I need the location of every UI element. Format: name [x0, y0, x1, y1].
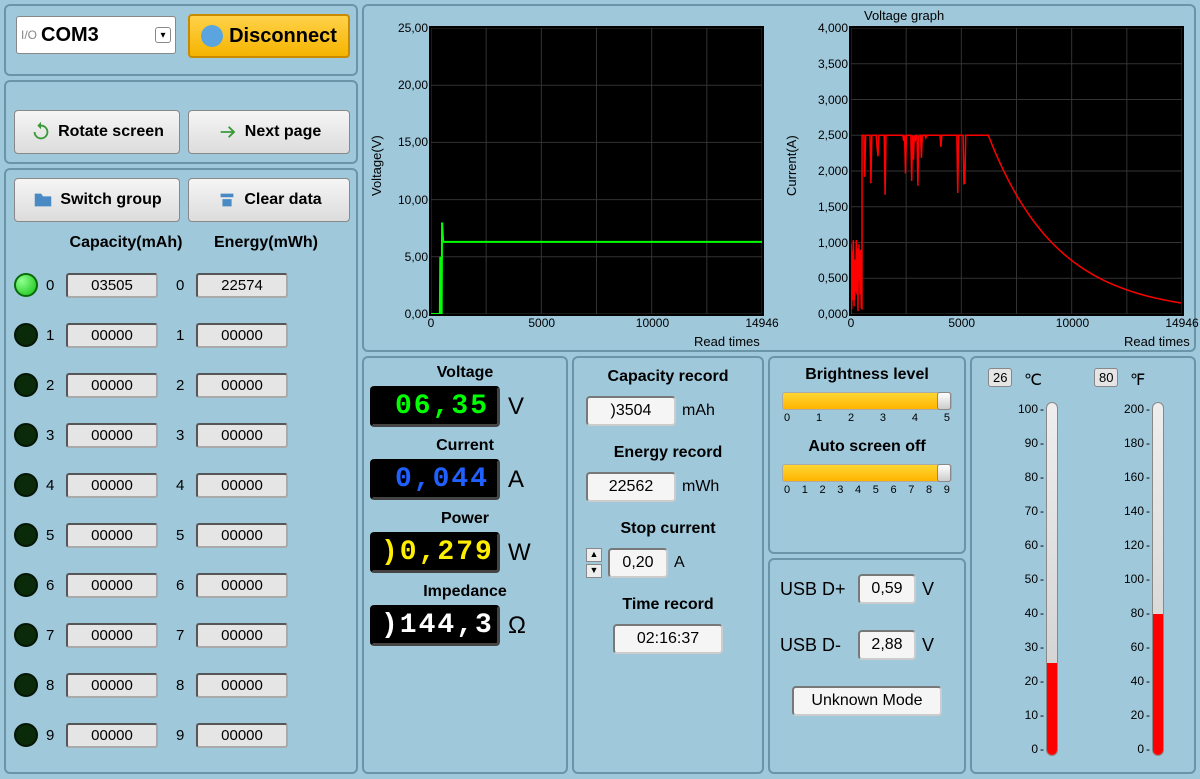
- energy-value: 22574: [196, 273, 288, 298]
- voltage-chart-ylabel: Voltage(V): [369, 135, 384, 196]
- stop-current-label: Stop current: [586, 520, 750, 538]
- current-chart: 0,0000,5001,0001,5002,0002,5003,0003,500…: [849, 26, 1184, 316]
- voltage-value: 06,35: [370, 386, 500, 427]
- impedance-value: )144,3: [370, 605, 500, 646]
- group-led: [14, 373, 38, 397]
- time-record-label: Time record: [586, 596, 750, 614]
- group-row: 700000700000: [14, 610, 348, 660]
- energy-record-label: Energy record: [586, 444, 750, 462]
- current-chart-xlabel: Read times: [1124, 334, 1190, 349]
- group-row: 800000800000: [14, 660, 348, 710]
- arrow-right-icon: [217, 121, 239, 143]
- capacity-value: 00000: [66, 623, 158, 648]
- group-led: [14, 573, 38, 597]
- rotate-icon: [30, 121, 52, 143]
- disconnect-icon: [201, 25, 223, 47]
- group-led: [14, 423, 38, 447]
- capacity-header: Capacity(mAh): [66, 234, 186, 252]
- capacity-record-label: Capacity record: [586, 368, 750, 386]
- usb-dminus-label: USB D-: [780, 635, 852, 656]
- switch-group-button[interactable]: Switch group: [14, 178, 180, 222]
- stop-current-value[interactable]: 0,20: [608, 548, 668, 578]
- current-label: Current: [370, 437, 560, 455]
- group-led: [14, 623, 38, 647]
- chevron-down-icon[interactable]: ▾: [155, 27, 171, 43]
- disconnect-button[interactable]: Disconnect: [188, 14, 350, 58]
- voltage-label: Voltage: [370, 364, 560, 382]
- energy-record-value: 22562: [586, 472, 676, 502]
- current-chart-ylabel: Current(A): [784, 135, 799, 196]
- stop-current-stepper[interactable]: ▲ ▼: [586, 548, 602, 578]
- usb-dplus-label: USB D+: [780, 579, 852, 600]
- group-led: [14, 523, 38, 547]
- usb-mode-value: Unknown Mode: [792, 686, 942, 716]
- group-led: [14, 473, 38, 497]
- group-row: 600000600000: [14, 560, 348, 610]
- capacity-value: 00000: [66, 523, 158, 548]
- clear-icon: [216, 189, 238, 211]
- usb-dminus-value: 2,88: [858, 630, 916, 660]
- capacity-value: 00000: [66, 573, 158, 598]
- capacity-value: 00000: [66, 473, 158, 498]
- temp-c-value: 26: [988, 368, 1012, 387]
- group-row: 200000200000: [14, 360, 348, 410]
- voltage-chart-xlabel: Read times: [694, 334, 760, 349]
- capacity-value: 00000: [66, 323, 158, 348]
- brightness-label: Brightness level: [782, 366, 952, 384]
- energy-value: 00000: [196, 473, 288, 498]
- current-value: 0,044: [370, 459, 500, 500]
- group-row: 900000900000: [14, 710, 348, 760]
- brightness-slider[interactable]: [782, 392, 952, 410]
- time-record-value: 02:16:37: [613, 624, 723, 654]
- group-row: 400000400000: [14, 460, 348, 510]
- rotate-screen-button[interactable]: Rotate screen: [14, 110, 180, 154]
- group-row: 003505022574: [14, 260, 348, 310]
- autoscreen-label: Auto screen off: [782, 438, 952, 456]
- capacity-value: 03505: [66, 273, 158, 298]
- voltage-chart: 0,005,0010,0015,0020,0025,00050001000014…: [429, 26, 764, 316]
- capacity-value: 00000: [66, 423, 158, 448]
- energy-header: Energy(mWh): [206, 234, 326, 252]
- group-row: 100000100000: [14, 310, 348, 360]
- energy-value: 00000: [196, 373, 288, 398]
- energy-value: 00000: [196, 573, 288, 598]
- temp-f-value: 80: [1094, 368, 1118, 387]
- group-led: [14, 723, 38, 747]
- thermometer-c: [1046, 402, 1058, 756]
- voltage-chart-title: Voltage graph: [864, 8, 944, 23]
- autoscreen-slider[interactable]: [782, 464, 952, 482]
- clear-data-button[interactable]: Clear data: [188, 178, 350, 222]
- energy-value: 00000: [196, 723, 288, 748]
- energy-value: 00000: [196, 623, 288, 648]
- group-led: [14, 673, 38, 697]
- group-led: [14, 323, 38, 347]
- energy-value: 00000: [196, 323, 288, 348]
- usb-dplus-value: 0,59: [858, 574, 916, 604]
- group-row: 500000500000: [14, 510, 348, 560]
- com-port-select[interactable]: I/O COM3 ▾: [16, 16, 176, 54]
- com-port-label: COM3: [41, 24, 155, 47]
- impedance-label: Impedance: [370, 583, 560, 601]
- capacity-value: 00000: [66, 723, 158, 748]
- thermometer-f: [1152, 402, 1164, 756]
- group-led: [14, 273, 38, 297]
- energy-value: 00000: [196, 673, 288, 698]
- energy-value: 00000: [196, 423, 288, 448]
- folder-icon: [32, 189, 54, 211]
- capacity-record-value: )3504: [586, 396, 676, 426]
- capacity-value: 00000: [66, 673, 158, 698]
- power-label: Power: [370, 510, 560, 528]
- group-row: 300000300000: [14, 410, 348, 460]
- energy-value: 00000: [196, 523, 288, 548]
- power-value: )0,279: [370, 532, 500, 573]
- next-page-button[interactable]: Next page: [188, 110, 350, 154]
- capacity-value: 00000: [66, 373, 158, 398]
